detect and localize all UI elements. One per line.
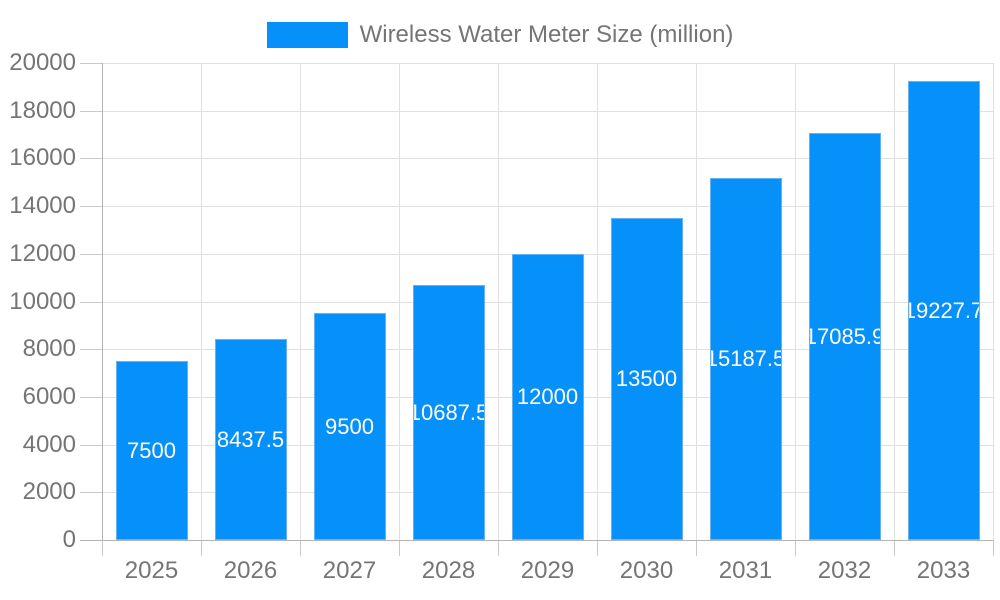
x-tick-mark <box>993 540 994 556</box>
bar-value-label: 19227.7 <box>907 297 980 323</box>
x-tick-label: 2025 <box>124 557 179 584</box>
bar: 12000 <box>511 254 584 540</box>
y-tick-label: 6000 <box>22 383 76 410</box>
y-tick-label: 20000 <box>9 49 76 76</box>
y-axis-line <box>102 63 103 541</box>
bar-value-label: 9500 <box>325 413 374 439</box>
x-gridline <box>894 63 895 540</box>
bar: 17085.9 <box>808 133 881 540</box>
x-tick-label: 2030 <box>619 557 674 584</box>
y-tick-label: 14000 <box>9 192 76 219</box>
bar-value-label: 13500 <box>615 366 678 391</box>
y-gridline <box>102 111 993 112</box>
y-tick-mark <box>80 254 102 255</box>
x-gridline <box>201 63 202 540</box>
x-gridline <box>399 63 400 540</box>
legend: Wireless Water Meter Size (million) <box>0 21 1000 49</box>
y-tick-mark <box>80 206 102 207</box>
y-tick-mark <box>80 111 102 112</box>
bar-value-label: 10687.5 <box>412 399 485 425</box>
bar-value-label: 12000 <box>516 384 579 409</box>
bar: 10687.5 <box>412 285 485 540</box>
y-tick-label: 2000 <box>22 478 76 505</box>
y-tick-mark <box>80 63 102 64</box>
y-gridline <box>102 158 993 159</box>
y-tick-mark <box>80 349 102 350</box>
y-tick-label: 8000 <box>22 335 76 362</box>
x-gridline <box>597 63 598 540</box>
y-tick-mark <box>80 158 102 159</box>
x-tick-mark <box>201 540 202 556</box>
x-gridline <box>795 63 796 540</box>
x-axis-line <box>80 540 993 541</box>
legend-label: Wireless Water Meter Size (million) <box>359 21 734 48</box>
x-tick-mark <box>597 540 598 556</box>
x-tick-label: 2026 <box>223 557 278 584</box>
y-tick-mark <box>80 302 102 303</box>
y-tick-mark <box>80 492 102 493</box>
y-tick-mark <box>80 397 102 398</box>
bar-value-label: 8437.5 <box>216 426 285 452</box>
bar: 15187.5 <box>709 178 782 540</box>
x-tick-mark <box>399 540 400 556</box>
y-tick-label: 4000 <box>22 431 76 458</box>
x-tick-mark <box>795 540 796 556</box>
x-tick-label: 2033 <box>916 557 971 584</box>
bar-value-label: 17085.9 <box>808 323 881 349</box>
x-gridline <box>300 63 301 540</box>
bar: 8437.5 <box>214 339 287 540</box>
x-tick-label: 2032 <box>817 557 872 584</box>
legend-swatch <box>266 22 348 48</box>
y-tick-label: 18000 <box>9 97 76 124</box>
x-tick-mark <box>696 540 697 556</box>
x-gridline <box>993 63 994 540</box>
x-tick-label: 2029 <box>520 557 575 584</box>
x-tick-label: 2031 <box>718 557 773 584</box>
bar: 19227.7 <box>907 81 980 540</box>
x-tick-label: 2027 <box>322 557 377 584</box>
y-tick-label: 0 <box>62 526 76 553</box>
x-gridline <box>498 63 499 540</box>
x-tick-mark <box>300 540 301 556</box>
bar-value-label: 7500 <box>127 437 176 463</box>
y-tick-label: 10000 <box>9 288 76 315</box>
y-tick-label: 16000 <box>9 144 76 171</box>
x-tick-mark <box>894 540 895 556</box>
y-gridline <box>102 63 993 64</box>
x-tick-mark <box>102 540 103 556</box>
x-tick-label: 2028 <box>421 557 476 584</box>
bar: 13500 <box>610 218 683 540</box>
y-tick-mark <box>80 445 102 446</box>
bar: 7500 <box>115 361 188 540</box>
y-gridline <box>102 206 993 207</box>
y-tick-label: 12000 <box>9 240 76 267</box>
bar: 9500 <box>313 313 386 540</box>
x-gridline <box>696 63 697 540</box>
x-tick-mark <box>498 540 499 556</box>
bar-value-label: 15187.5 <box>709 346 782 371</box>
